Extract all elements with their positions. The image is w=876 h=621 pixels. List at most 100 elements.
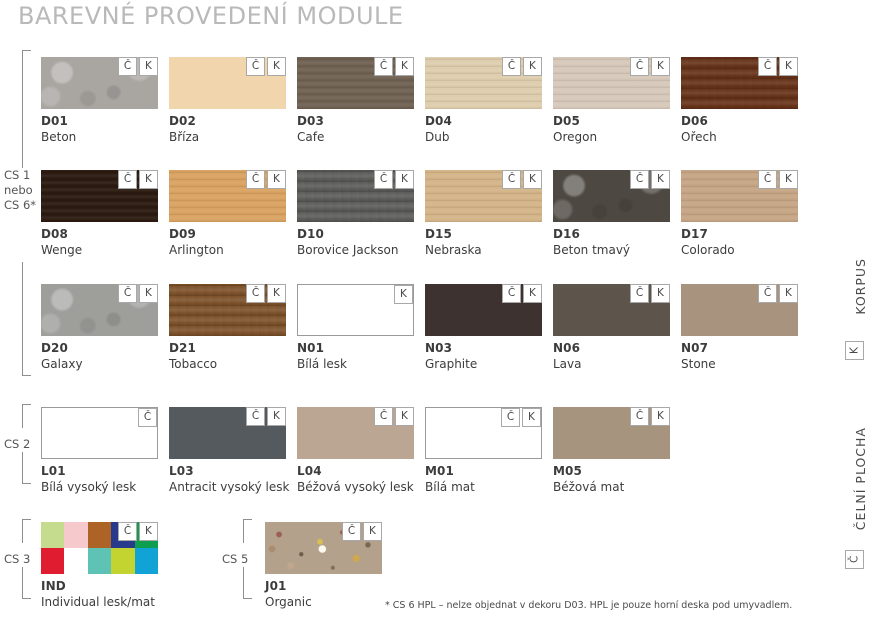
- swatch-cell-n06[interactable]: Č K N06 Lava: [553, 284, 670, 371]
- swatch-name: Bílá lesk: [297, 357, 347, 371]
- swatch-color-l01[interactable]: Č: [41, 407, 158, 459]
- badge-celni-icon: Č: [758, 170, 777, 189]
- swatch-texture-wood: [553, 57, 670, 109]
- badge-korpus-icon: K: [651, 284, 670, 303]
- ind-color-1: [64, 522, 88, 548]
- swatch-cell-d02[interactable]: Č K D02 Bříza: [169, 57, 286, 144]
- bracket-label-cs1: CS 1 nebo CS 6*: [4, 168, 36, 213]
- badge-celni-icon: Č: [630, 170, 649, 189]
- bracket-label-cs2-line1: CS 2: [4, 437, 31, 451]
- swatch-code: D06: [681, 114, 708, 128]
- badge-korpus-icon: K: [267, 284, 286, 303]
- swatch-cell-l01[interactable]: Č L01 Bílá vysoký lesk: [41, 407, 158, 494]
- swatch-code: L04: [297, 464, 322, 478]
- swatch-cell-n03[interactable]: Č K N03 Graphite: [425, 284, 542, 371]
- ind-color-7: [87, 548, 112, 574]
- bracket-label-cs1-line1: CS 1: [4, 168, 31, 182]
- swatch-cell-ind[interactable]: Č K IND Individual lesk/mat: [41, 522, 158, 609]
- badge-korpus-icon: K: [523, 57, 542, 76]
- swatch-name: Borovice Jackson: [297, 243, 399, 257]
- swatch-color-n01[interactable]: K: [297, 284, 414, 336]
- swatch-texture-wood2: [681, 57, 798, 109]
- bracket-label-cs5: CS 5: [222, 552, 248, 567]
- swatch-code: M01: [425, 464, 454, 478]
- swatch-cell-l04[interactable]: Č K L04 Béžová vysoký lesk: [297, 407, 414, 494]
- swatch-cell-d01[interactable]: Č K D01 Beton: [41, 57, 158, 144]
- swatch-cell-d09[interactable]: Č K D09 Arlington: [169, 170, 286, 257]
- swatch-cell-d05[interactable]: Č K D05 Oregon: [553, 57, 670, 144]
- badge-korpus-icon: K: [139, 284, 158, 303]
- swatch-cell-m05[interactable]: Č K M05 Béžová mat: [553, 407, 670, 494]
- swatch-cell-m01[interactable]: Č K M01 Bílá mat: [425, 407, 542, 494]
- swatch-badges: Č: [138, 408, 157, 427]
- bracket-label-cs1-line3: CS 6*: [4, 198, 37, 212]
- ind-color-0: [41, 522, 65, 548]
- swatch-cell-d16[interactable]: Č K D16 Beton tmavý: [553, 170, 670, 257]
- swatch-code: D16: [553, 227, 580, 241]
- swatch-name: Béžová vysoký lesk: [297, 480, 414, 494]
- swatch-name: Béžová mat: [553, 480, 625, 494]
- swatch-name: Lava: [553, 357, 582, 371]
- bracket-label-cs1-line2: nebo: [4, 183, 33, 197]
- swatch-cell-d06[interactable]: Č K D06 Ořech: [681, 57, 798, 144]
- swatch-cell-l03[interactable]: Č K L03 Antracit vysoký lesk: [169, 407, 289, 494]
- swatch-cell-d04[interactable]: Č K D04 Dub: [425, 57, 542, 144]
- badge-korpus-icon: K: [394, 285, 413, 304]
- badge-celni-icon: Č: [118, 57, 137, 76]
- badge-celni-icon: Č: [246, 407, 265, 426]
- ind-color-8: [111, 548, 135, 574]
- swatch-cell-d15[interactable]: Č K D15 Nebraska: [425, 170, 542, 257]
- swatch-name: Galaxy: [41, 357, 83, 371]
- badge-korpus-icon: K: [523, 170, 542, 189]
- swatch-cell-n01[interactable]: K N01 Bílá lesk: [297, 284, 414, 371]
- swatch-name: Ořech: [681, 130, 717, 144]
- swatch-cell-j01[interactable]: Č K J01 Organic: [265, 522, 382, 609]
- swatch-cell-d17[interactable]: Č K D17 Colorado: [681, 170, 798, 257]
- swatch-code: N01: [297, 341, 325, 355]
- swatch-cell-d21[interactable]: Č K D21 Tobacco: [169, 284, 286, 371]
- bracket-cs2: [22, 404, 32, 484]
- swatch-code: D21: [169, 341, 196, 355]
- swatch-code: N06: [553, 341, 581, 355]
- swatch-code: IND: [41, 579, 66, 593]
- swatch-code: L01: [41, 464, 66, 478]
- badge-korpus-icon: K: [267, 57, 286, 76]
- badge-celni-icon: Č: [502, 57, 521, 76]
- swatch-cell-d08[interactable]: Č K D08 Wenge: [41, 170, 158, 257]
- swatch-cell-d10[interactable]: Č K D10 Borovice Jackson: [297, 170, 414, 257]
- swatch-cell-d20[interactable]: Č K D20 Galaxy: [41, 284, 158, 371]
- swatch-cell-n07[interactable]: Č K N07 Stone: [681, 284, 798, 371]
- badge-korpus-icon: K: [651, 57, 670, 76]
- swatch-code: D02: [169, 114, 196, 128]
- swatch-name: Colorado: [681, 243, 735, 257]
- swatch-badges: K: [394, 285, 413, 304]
- swatch-name: Arlington: [169, 243, 224, 257]
- swatch-cell-d03[interactable]: Č K D03 Cafe: [297, 57, 414, 144]
